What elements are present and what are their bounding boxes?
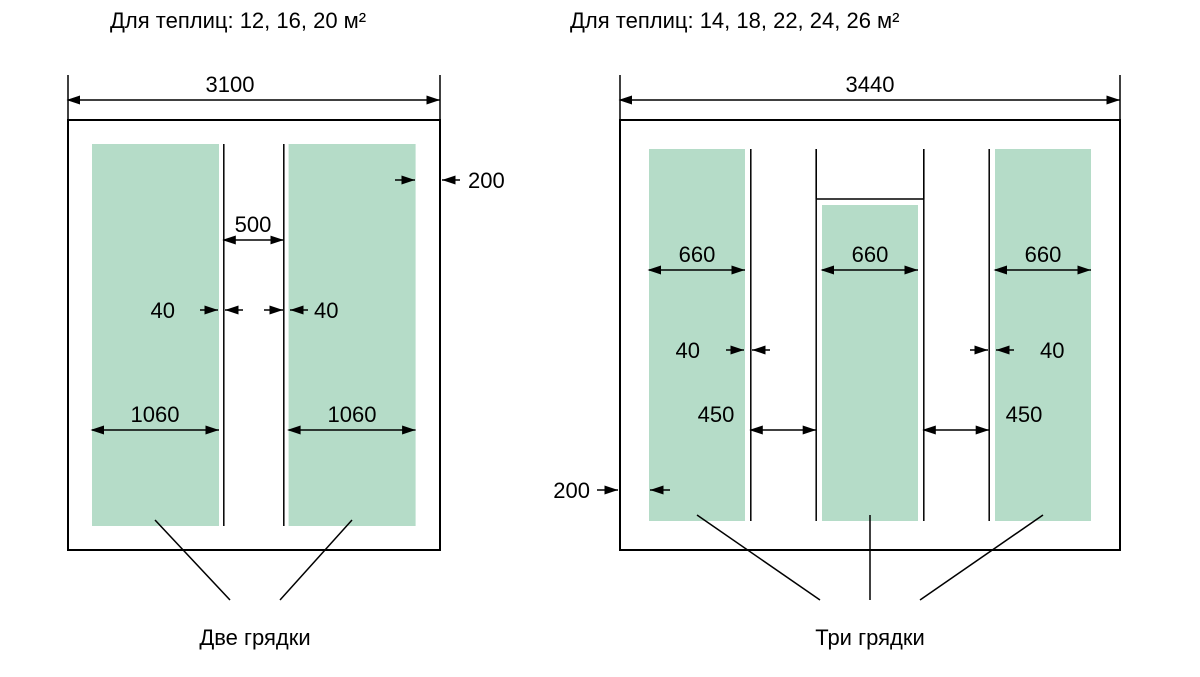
right-dim-40-r-text: 40 [1040, 338, 1064, 363]
right-caption: Три грядки [697, 515, 1043, 650]
right-dim-200-text: 200 [553, 478, 590, 503]
right-title: Для теплиц: 14, 18, 22, 24, 26 м² [570, 8, 900, 33]
right-dim-660-c-text: 660 [852, 242, 889, 267]
left-caption-text: Две грядки [199, 625, 310, 650]
left-diagram: Для теплиц: 12, 16, 20 м² 3100 200 500 4… [68, 8, 505, 650]
right-dim-660-r-text: 660 [1025, 242, 1062, 267]
right-dim-660-l-text: 660 [679, 242, 716, 267]
left-dim-500: 500 [224, 212, 284, 240]
left-title: Для теплиц: 12, 16, 20 м² [110, 8, 366, 33]
right-diagram: Для теплиц: 14, 18, 22, 24, 26 м² 3440 6… [553, 8, 1120, 650]
left-dim-40-r-text: 40 [314, 298, 338, 323]
left-dim-500-text: 500 [235, 212, 272, 237]
right-bed-1 [649, 149, 745, 521]
left-caption: Две грядки [155, 520, 352, 650]
left-overall-dim: 3100 [68, 72, 440, 120]
left-bed-1 [92, 144, 219, 526]
right-dim-450-r-text: 450 [1006, 402, 1043, 427]
right-dim-450-l-text: 450 [698, 402, 735, 427]
right-dim-450-left: 450 [698, 402, 817, 430]
left-dim-1060-r-text: 1060 [328, 402, 377, 427]
right-bed-3 [995, 149, 1091, 521]
left-dim-1060-l-text: 1060 [131, 402, 180, 427]
right-dim-450-right: 450 [924, 402, 1043, 430]
right-overall-width: 3440 [846, 72, 895, 97]
right-caption-text: Три грядки [815, 625, 925, 650]
left-bed-2 [289, 144, 416, 526]
left-dim-200-text: 200 [468, 168, 505, 193]
left-dim-40-l-text: 40 [151, 298, 175, 323]
left-overall-width: 3100 [206, 72, 255, 97]
right-overall-dim: 3440 [620, 72, 1120, 120]
right-dim-40-l-text: 40 [676, 338, 700, 363]
